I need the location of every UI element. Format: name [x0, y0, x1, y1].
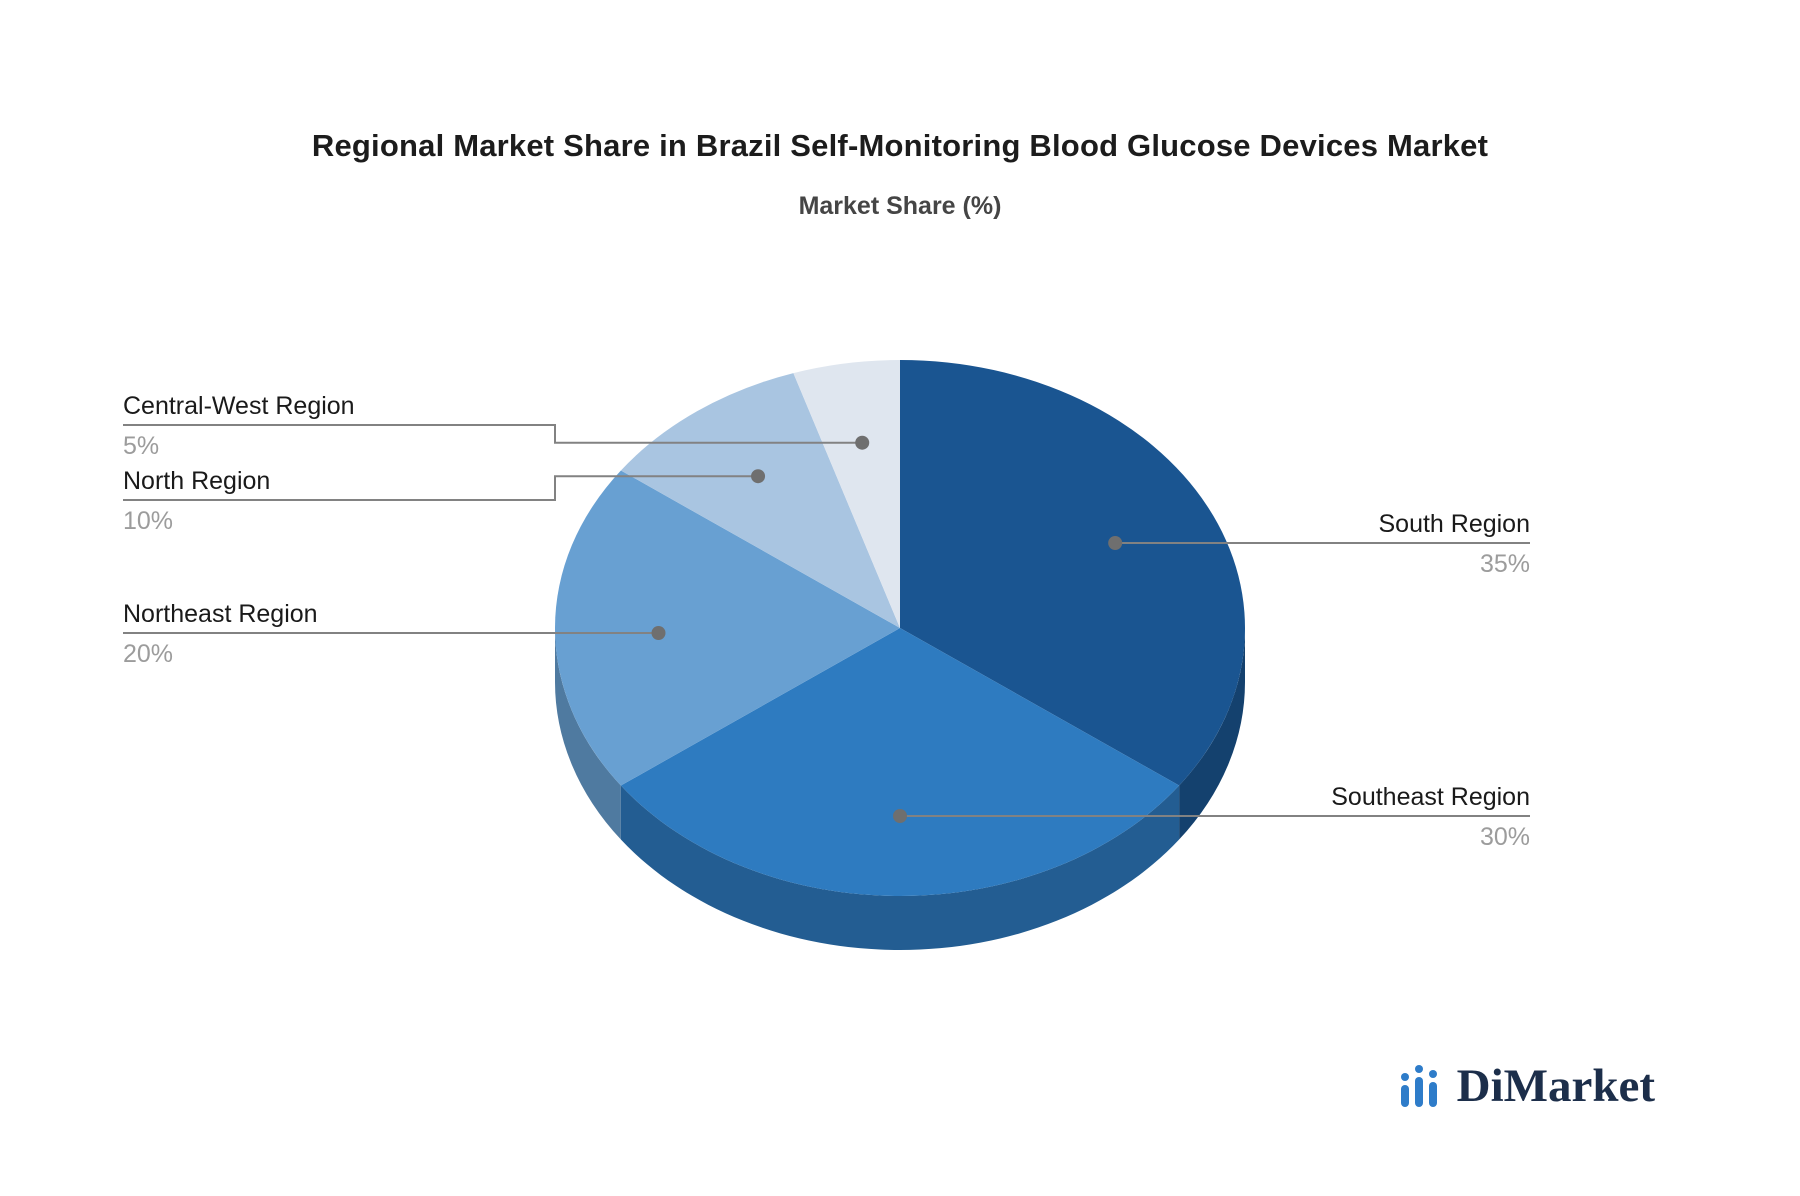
callout-line-north-region: [123, 475, 759, 501]
slice-percent-southeast-region: 30%: [1479, 823, 1530, 851]
slice-label-north-region: North Region: [123, 467, 271, 495]
slice-percent-central-west-region: 5%: [123, 432, 160, 460]
slice-percent-north-region: 10%: [123, 507, 174, 535]
brand-name: DiMarket: [1456, 1060, 1655, 1112]
slice-percent-northeast-region: 20%: [123, 640, 174, 668]
slice-label-south-region: South Region: [1378, 510, 1530, 538]
slice-label-central-west-region: Central-West Region: [123, 392, 355, 420]
brand-logo: DiMarket: [1393, 1060, 1655, 1112]
pie-slice-southeast-region[interactable]: [620, 628, 1180, 897]
callout-line-central-west-region: [123, 424, 863, 444]
callout-dot-southeast-region: [893, 809, 907, 823]
slice-percent-south-region: 35%: [1479, 550, 1530, 578]
pie-slice-side-southeast-region: [620, 785, 1180, 951]
callout-dot-northeast-region: [651, 626, 666, 640]
pie-slice-north-region[interactable]: [620, 373, 900, 628]
callout-dot-north-region: [751, 469, 766, 484]
slice-label-southeast-region: Southeast Region: [1331, 783, 1530, 811]
callout-dot-central-west-region: [855, 435, 870, 450]
pie-slice-side-northeast-region: [555, 628, 621, 840]
pie-slice-northeast-region[interactable]: [554, 470, 900, 786]
slice-label-northeast-region: Northeast Region: [123, 600, 318, 628]
bar-chart-logo-icon: [1400, 1065, 1437, 1107]
chart-title: Regional Market Share in Brazil Self-Mon…: [311, 128, 1489, 163]
callout-dot-south-region: [1108, 536, 1123, 550]
chart-subtitle: Market Share (%): [798, 192, 1002, 220]
pie-slice-side-south-region: [1179, 628, 1245, 840]
pie-slice-central-west-region[interactable]: [793, 360, 900, 628]
pie-slice-south-region[interactable]: [900, 360, 1246, 786]
